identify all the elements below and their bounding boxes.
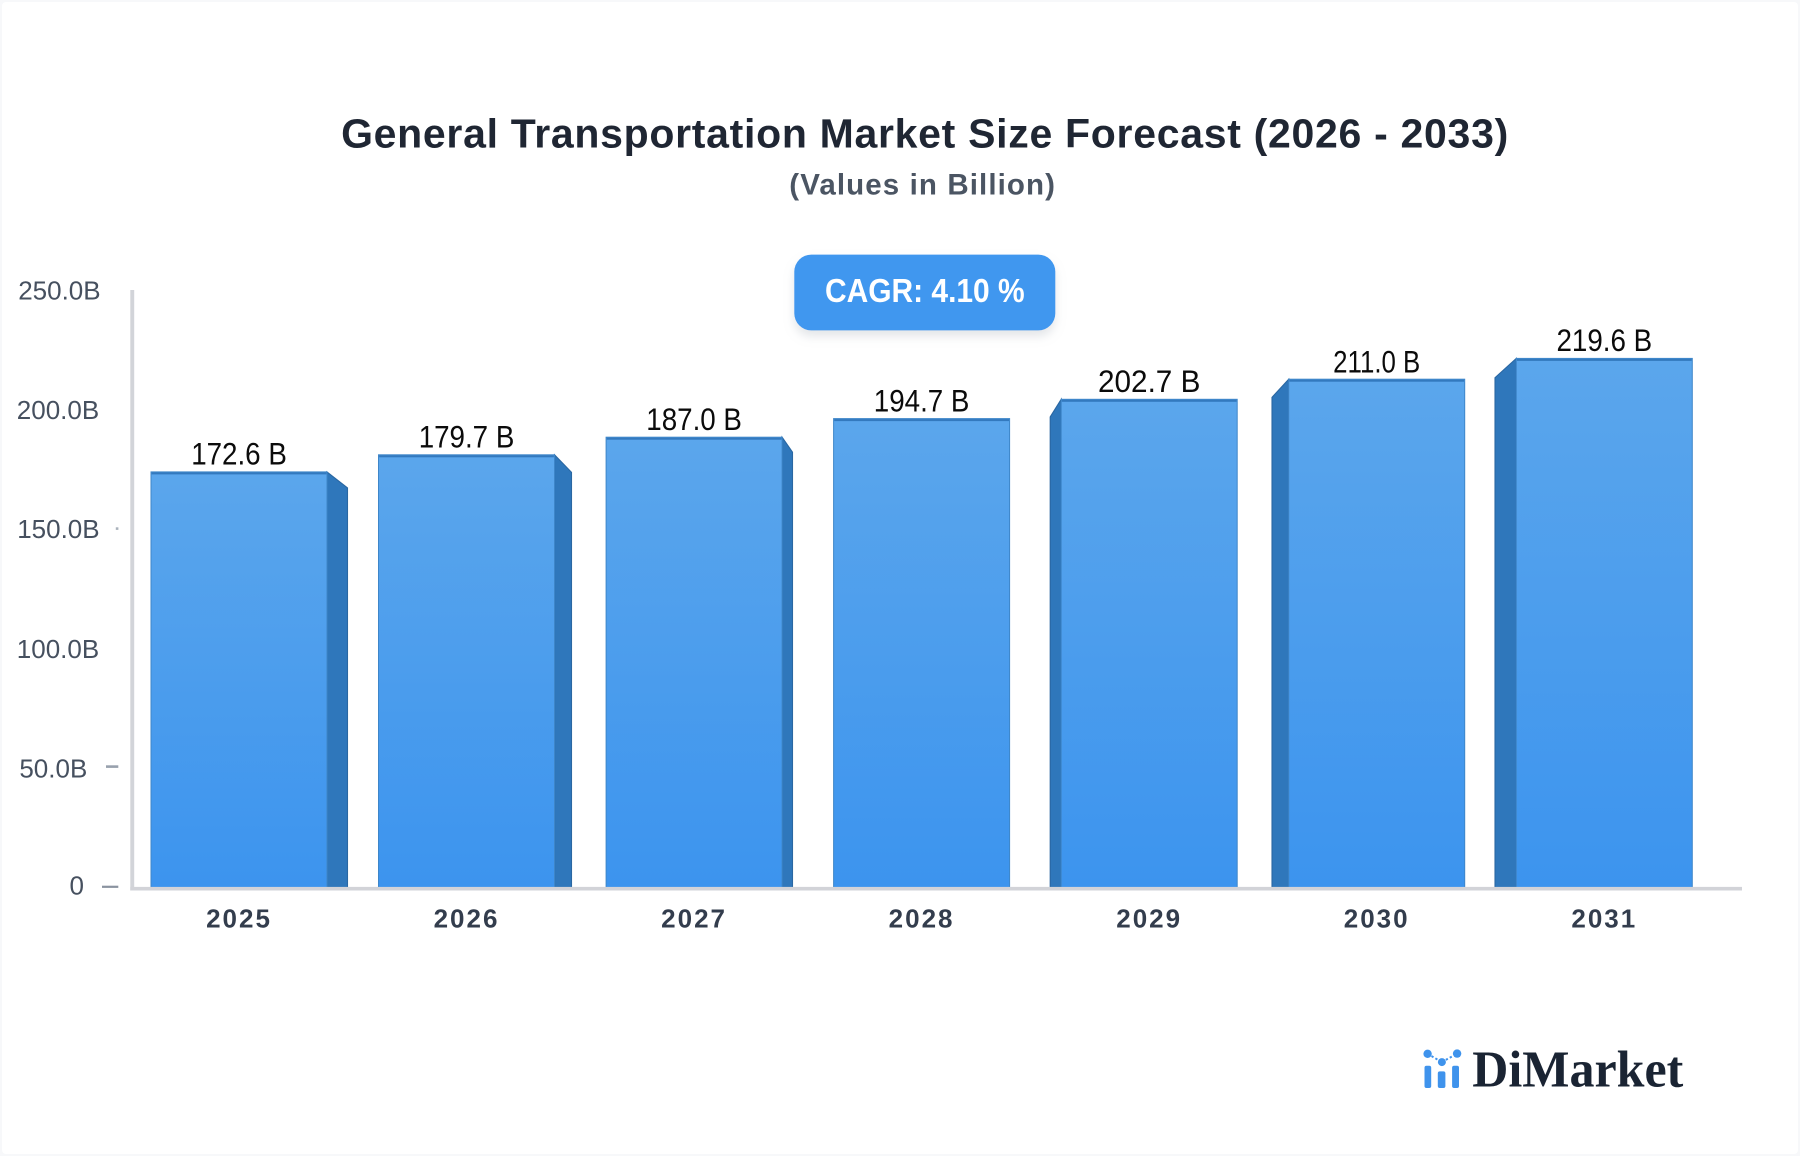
svg-text:187.0 B: 187.0 B bbox=[646, 402, 742, 437]
svg-text:50.0B: 50.0B bbox=[19, 753, 87, 783]
svg-text:2031: 2031 bbox=[1571, 903, 1637, 933]
svg-text:General Transportation Market: General Transportation Market Size Forec… bbox=[341, 110, 1509, 156]
svg-text:(Values in Billion): (Values in Billion) bbox=[789, 169, 1056, 202]
svg-text:2027: 2027 bbox=[661, 903, 727, 933]
svg-text:150.0B: 150.0B bbox=[17, 514, 99, 544]
svg-text:202.7 B: 202.7 B bbox=[1098, 363, 1200, 399]
svg-text:2026: 2026 bbox=[434, 903, 500, 933]
svg-text:179.7 B: 179.7 B bbox=[419, 420, 515, 455]
svg-text:2030: 2030 bbox=[1344, 903, 1410, 933]
svg-text:211.0 B: 211.0 B bbox=[1333, 345, 1420, 380]
svg-text:0: 0 bbox=[70, 870, 84, 900]
svg-text:250.0B: 250.0B bbox=[18, 275, 100, 305]
svg-text:2025: 2025 bbox=[206, 903, 272, 933]
svg-text:194.7 B: 194.7 B bbox=[874, 384, 970, 419]
svg-text:100.0B: 100.0B bbox=[17, 634, 99, 664]
svg-text:219.6 B: 219.6 B bbox=[1556, 323, 1652, 358]
svg-text:2028: 2028 bbox=[889, 903, 955, 933]
svg-text:DiMarket: DiMarket bbox=[1472, 1040, 1683, 1098]
svg-text:200.0B: 200.0B bbox=[17, 395, 99, 425]
svg-text:172.6 B: 172.6 B bbox=[191, 437, 287, 472]
svg-text:2029: 2029 bbox=[1116, 903, 1182, 933]
svg-text:CAGR: 4.10 %: CAGR: 4.10 % bbox=[825, 272, 1025, 310]
